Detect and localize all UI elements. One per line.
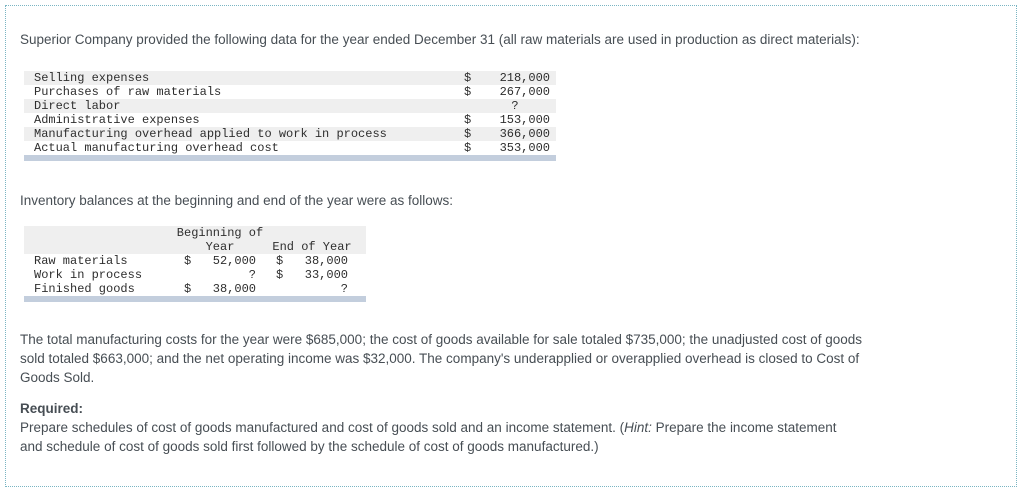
expenses-table: Selling expenses $ 218,000 Purchases of … xyxy=(24,71,556,161)
dollar-sign: $ xyxy=(276,254,284,268)
dollar-sign: $ xyxy=(464,141,472,155)
table-row: Actual manufacturing overhead cost $ 353… xyxy=(24,141,556,155)
table-row: Direct labor ? xyxy=(24,99,556,113)
column-header-beginning: Beginning of xyxy=(176,226,264,240)
row-amount: ? xyxy=(511,99,519,113)
end-amount: 38,000 xyxy=(304,254,348,268)
inventory-paragraph: Inventory balances at the beginning and … xyxy=(20,193,454,208)
dollar-sign: $ xyxy=(464,127,472,141)
table-header-row: Beginning of xyxy=(24,226,366,240)
row-label: Direct labor xyxy=(34,99,121,113)
row-label: Selling expenses xyxy=(34,71,150,85)
table-row: Work in process ? $ 33,000 xyxy=(24,268,366,282)
dollar-sign: $ xyxy=(184,254,192,268)
required-label: Required: xyxy=(20,401,84,416)
table-footer-bar xyxy=(24,155,556,161)
required-paragraph: Prepare schedules of cost of goods manuf… xyxy=(20,418,845,456)
summary-paragraph: The total manufacturing costs for the ye… xyxy=(20,332,863,385)
row-amount: 153,000 xyxy=(499,113,550,127)
table-row: Finished goods $ 38,000 ? xyxy=(24,282,366,296)
table-row: Purchases of raw materials $ 267,000 xyxy=(24,85,556,99)
dollar-sign: $ xyxy=(464,71,472,85)
table-row: Raw materials $ 52,000 $ 38,000 xyxy=(24,254,366,268)
row-label: Actual manufacturing overhead cost xyxy=(34,141,279,155)
hint-label: Hint: xyxy=(624,420,652,435)
row-label: Finished goods xyxy=(34,282,135,296)
table-footer-bar xyxy=(24,296,366,302)
row-amount: 353,000 xyxy=(499,141,550,155)
table-row: Selling expenses $ 218,000 xyxy=(24,71,556,85)
row-label: Manufacturing overhead applied to work i… xyxy=(34,127,387,141)
dollar-sign: $ xyxy=(184,282,192,296)
dollar-sign: $ xyxy=(464,85,472,99)
required-text-before-hint: Prepare schedules of cost of goods manuf… xyxy=(20,420,625,435)
begin-amount: ? xyxy=(248,268,256,282)
row-amount: 267,000 xyxy=(499,85,550,99)
row-label: Work in process xyxy=(34,268,143,282)
begin-amount: 52,000 xyxy=(212,254,256,268)
dollar-sign: $ xyxy=(464,113,472,127)
end-amount: ? xyxy=(340,282,348,296)
row-label: Purchases of raw materials xyxy=(34,85,222,99)
required-text-after-hint: Prepare the income statement and schedul… xyxy=(20,420,837,454)
row-label: Administrative expenses xyxy=(34,113,200,127)
table-row: Administrative expenses $ 153,000 xyxy=(24,113,556,127)
problem-panel: Superior Company provided the following … xyxy=(5,5,1017,487)
inventory-table: Beginning of Year End of Year Raw materi… xyxy=(24,226,366,302)
begin-amount: 38,000 xyxy=(212,282,256,296)
row-amount: 366,000 xyxy=(499,127,550,141)
table-row: Manufacturing overhead applied to work i… xyxy=(24,127,556,141)
column-header-beginning-year: Year xyxy=(205,240,235,254)
end-amount: 33,000 xyxy=(304,268,348,282)
row-label: Raw materials xyxy=(34,254,128,268)
table-header-row: Year End of Year xyxy=(24,240,366,254)
row-amount: 218,000 xyxy=(499,71,550,85)
column-header-end-of-year: End of Year xyxy=(272,240,352,254)
dollar-sign: $ xyxy=(276,268,284,282)
intro-paragraph: Superior Company provided the following … xyxy=(20,32,860,47)
